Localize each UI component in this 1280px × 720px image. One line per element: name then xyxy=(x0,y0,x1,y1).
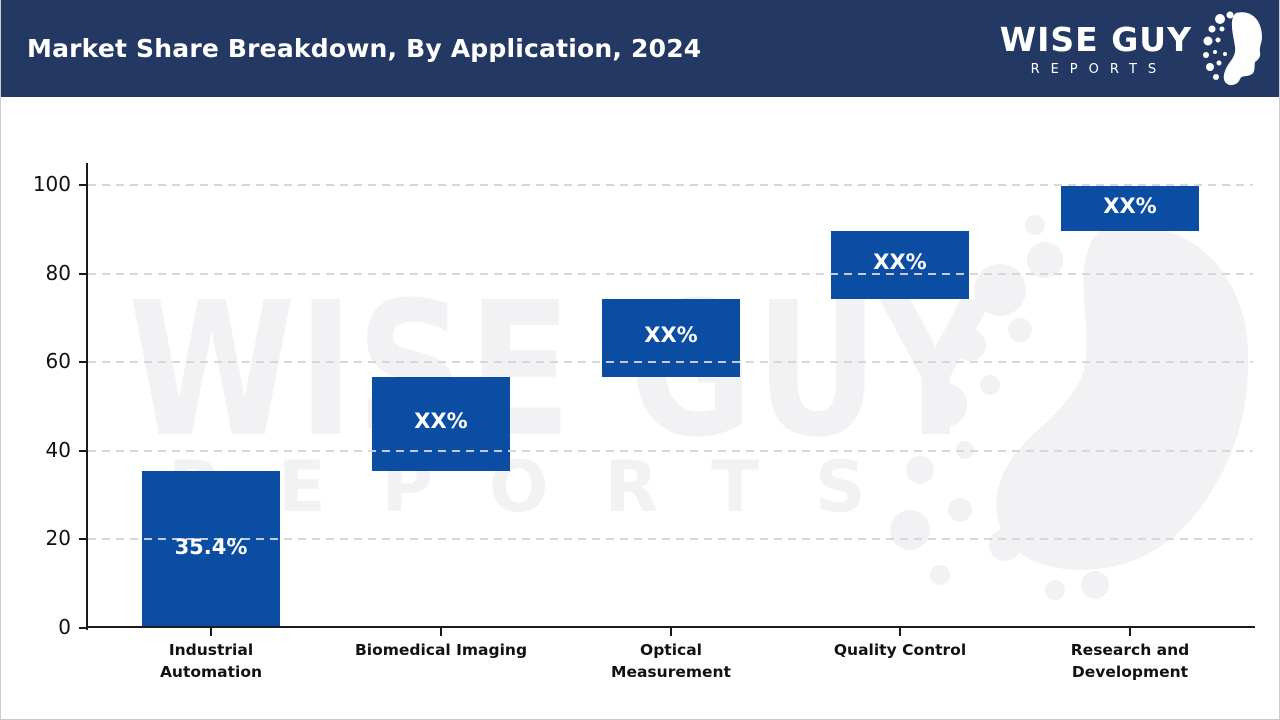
logo-head-icon xyxy=(1203,11,1262,86)
y-tick-label: 40 xyxy=(45,437,71,462)
x-axis-tick xyxy=(899,628,901,636)
x-tick-label: Research and Development xyxy=(1070,641,1190,681)
y-axis-tick xyxy=(79,538,88,541)
y-axis-tick xyxy=(79,272,88,275)
gridline xyxy=(88,361,1253,364)
logo-wordmark: WISE GUY REPORTS xyxy=(999,19,1192,77)
bar xyxy=(831,231,969,299)
x-tick-label: Industrial Automation xyxy=(159,641,263,681)
y-tick-label: 60 xyxy=(45,349,71,374)
y-axis-tick xyxy=(79,361,88,364)
gridline xyxy=(88,449,1253,452)
x-tick-label: Biomedical Imaging xyxy=(354,641,528,659)
y-axis xyxy=(86,163,88,630)
y-axis-tick xyxy=(79,449,88,452)
y-tick-label: 20 xyxy=(45,526,71,551)
bar xyxy=(142,471,280,628)
y-tick-label: 0 xyxy=(58,615,71,639)
y-axis-tick xyxy=(79,627,88,629)
header-bar: Market Share Breakdown, By Application, … xyxy=(0,0,1280,97)
x-axis-tick xyxy=(210,628,212,636)
bar-value-label: XX% xyxy=(414,409,468,434)
bar xyxy=(602,298,740,377)
watermark-reports: REPORTS xyxy=(168,446,922,528)
gridline xyxy=(88,272,1253,275)
x-axis-tick xyxy=(1129,628,1131,636)
bar-value-label: XX% xyxy=(1103,193,1157,218)
bar-value-label: XX% xyxy=(644,322,698,347)
bar-value-label: 35.4% xyxy=(174,534,248,559)
x-axis-tick xyxy=(440,628,442,636)
brand-logo: WISE GUY REPORTS xyxy=(1000,6,1264,92)
page-title: Market Share Breakdown, By Application, … xyxy=(27,34,702,63)
gridline xyxy=(88,538,1253,541)
bar xyxy=(1061,186,1199,232)
bar xyxy=(372,376,510,472)
x-axis xyxy=(86,626,1255,628)
x-tick-label: Optical Measurement xyxy=(611,641,731,681)
y-tick-label: 80 xyxy=(45,260,71,285)
gridline xyxy=(88,184,1253,187)
x-tick-label: Quality Control xyxy=(833,641,967,659)
bar-value-label: XX% xyxy=(873,249,927,274)
y-tick-label: 100 xyxy=(32,172,71,197)
x-axis-tick xyxy=(670,628,672,636)
y-axis-tick xyxy=(79,184,88,187)
